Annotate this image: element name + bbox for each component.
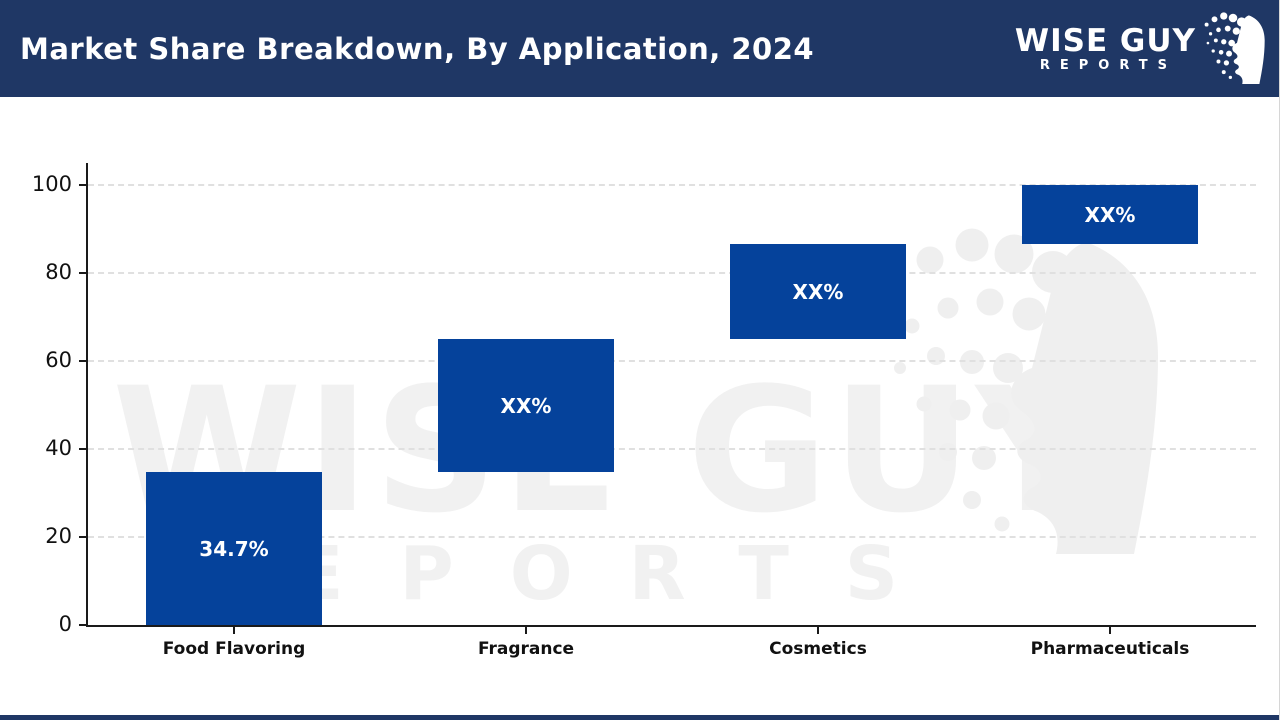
footer-bar: [0, 715, 1279, 720]
y-tick-100: [79, 184, 87, 186]
category-label-0: Food Flavoring: [162, 639, 306, 659]
bar-value-label: XX%: [500, 393, 552, 418]
y-tick-label-0: 0: [58, 612, 72, 636]
y-axis-line: [86, 163, 88, 627]
bar-pharmaceuticals: XX%: [1022, 185, 1198, 245]
gridline-80: [88, 272, 1256, 274]
gridline-100: [88, 184, 1256, 186]
y-tick-20: [79, 536, 87, 538]
gridline-60: [88, 360, 1256, 362]
bar-cosmetics: XX%: [730, 244, 906, 339]
watermark-face-icon: [864, 227, 1164, 563]
category-label-3: Pharmaceuticals: [1030, 639, 1190, 659]
y-tick-0: [79, 624, 87, 626]
face-logo-icon: [1200, 8, 1266, 90]
x-tick-0: [233, 627, 235, 634]
bar-fragrance: XX%: [438, 339, 614, 473]
category-label-1: Fragrance: [477, 639, 575, 659]
logo-wordmark: WISE GUY: [1014, 22, 1196, 59]
bar-food-flavoring: 34.7%: [146, 472, 322, 625]
x-tick-1: [525, 627, 527, 634]
header-bar: Market Share Breakdown, By Application, …: [0, 0, 1279, 97]
y-tick-label-60: 60: [45, 348, 72, 372]
bar-value-label: XX%: [792, 279, 844, 304]
gridline-20: [88, 536, 1256, 538]
y-tick-label-40: 40: [45, 436, 72, 460]
gridline-40: [88, 448, 1256, 450]
y-tick-60: [79, 360, 87, 362]
chart-region: WISE GUY REPORTS 0 20 40 60 80 100 34.7% Food F…: [0, 97, 1279, 715]
x-tick-3: [1109, 627, 1111, 634]
brand-logo: WISE GUY REPORTS: [1015, 8, 1266, 90]
y-tick-label-20: 20: [45, 524, 72, 548]
x-tick-2: [817, 627, 819, 634]
y-tick-label-80: 80: [45, 260, 72, 284]
bar-value-label: XX%: [1084, 202, 1136, 227]
logo-subtitle: REPORTS: [1039, 57, 1178, 73]
y-tick-80: [79, 272, 87, 274]
x-axis-line: [86, 625, 1256, 627]
y-tick-label-100: 100: [31, 172, 72, 196]
bar-value-label: 34.7%: [199, 536, 269, 561]
y-tick-40: [79, 448, 87, 450]
page-title: Market Share Breakdown, By Application, …: [20, 31, 815, 66]
category-label-2: Cosmetics: [769, 639, 867, 659]
